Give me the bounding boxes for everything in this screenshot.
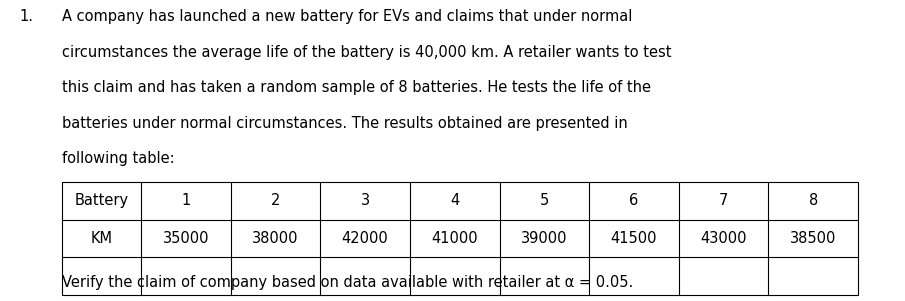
Text: this claim and has taken a random sample of 8 batteries. He tests the life of th: this claim and has taken a random sample…: [62, 80, 651, 95]
Text: 2: 2: [271, 194, 281, 208]
Text: Battery: Battery: [74, 194, 129, 208]
Text: 3: 3: [360, 194, 370, 208]
Text: 1: 1: [181, 194, 191, 208]
Text: 38000: 38000: [252, 231, 299, 246]
Text: 41000: 41000: [432, 231, 478, 246]
Text: 43000: 43000: [700, 231, 747, 246]
Text: 42000: 42000: [342, 231, 388, 246]
Text: 4: 4: [450, 194, 460, 208]
Text: 1.: 1.: [20, 9, 33, 24]
Text: following table:: following table:: [62, 151, 174, 166]
Text: Verify the claim of company based on data available with retailer at α = 0.05.: Verify the claim of company based on dat…: [62, 275, 633, 290]
Text: 5: 5: [539, 194, 549, 208]
Text: 6: 6: [629, 194, 639, 208]
Text: batteries under normal circumstances. The results obtained are presented in: batteries under normal circumstances. Th…: [62, 116, 627, 131]
Text: A company has launched a new battery for EVs and claims that under normal: A company has launched a new battery for…: [62, 9, 632, 24]
Text: 8: 8: [808, 194, 818, 208]
Text: KM: KM: [90, 231, 112, 246]
Text: 7: 7: [719, 194, 729, 208]
Text: 41500: 41500: [611, 231, 657, 246]
Text: 35000: 35000: [163, 231, 209, 246]
Text: 38500: 38500: [790, 231, 836, 246]
Bar: [62, 182, 858, 295]
Text: 39000: 39000: [521, 231, 567, 246]
Text: circumstances the average life of the battery is 40,000 km. A retailer wants to : circumstances the average life of the ba…: [62, 45, 671, 60]
